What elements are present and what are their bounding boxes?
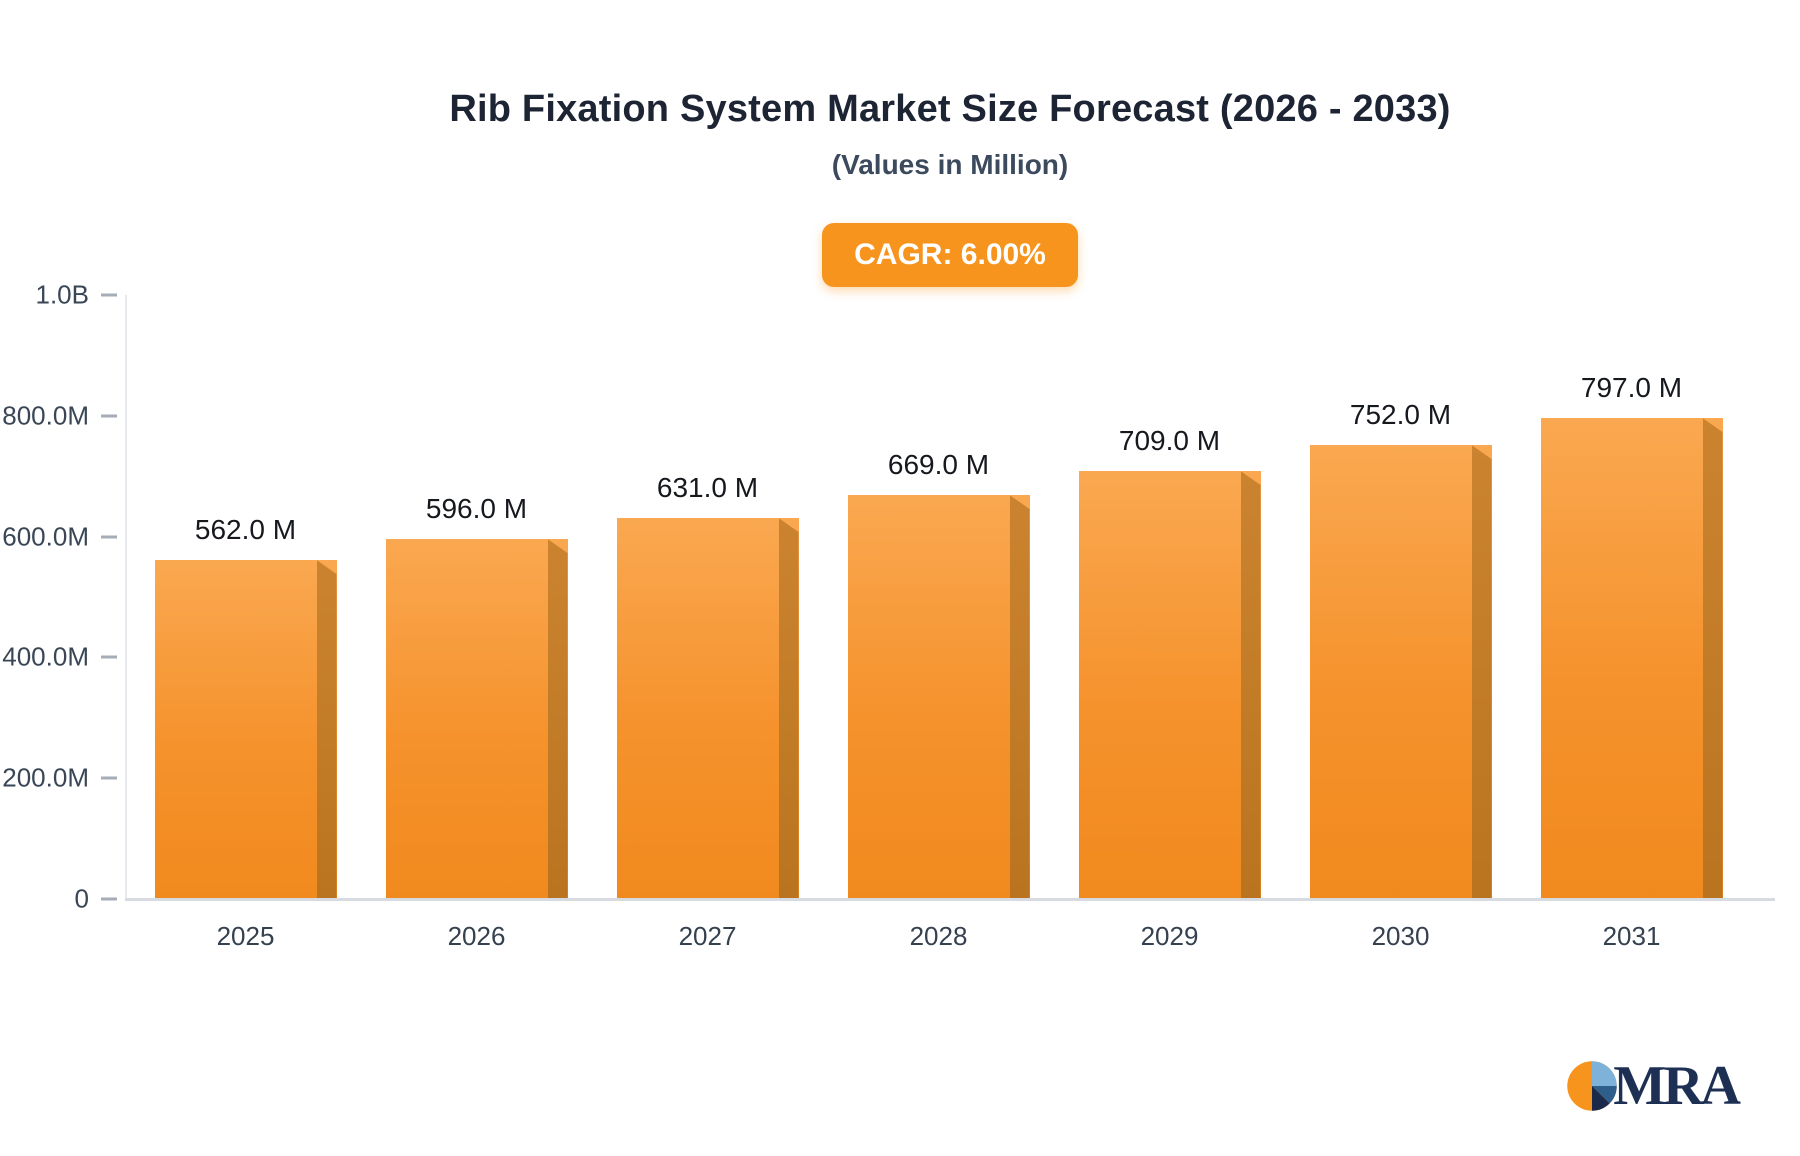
plot-area: 1.0B 800.0M 600.0M 400.0M 200.0M 0 562.0 M 596… — [2, 280, 1775, 951]
x-axis-label-2030: 2030 — [1371, 921, 1430, 951]
y-tick-1.0B: 1.0B — [36, 280, 126, 311]
y-tick-mark — [101, 414, 117, 418]
x-axis-label-2031: 2031 — [1602, 921, 1661, 951]
bar-column-2026: 596.0 M — [361, 295, 592, 899]
y-tick-label: 1.0B — [35, 279, 90, 310]
y-tick-mark — [101, 655, 117, 659]
bar-value-label-2031: 797.0 M — [1580, 372, 1683, 403]
bar-2025[interactable] — [154, 560, 337, 899]
x-axis-label-2029: 2029 — [1140, 921, 1199, 951]
y-axis-line — [125, 295, 127, 899]
x-axis-label-2028: 2028 — [909, 921, 968, 951]
bar-column-2027: 631.0 M — [592, 295, 823, 899]
bar-value-label-2025: 562.0 M — [194, 514, 297, 545]
bar-2027[interactable] — [616, 518, 799, 899]
bar-value-label-2026: 596.0 M — [425, 493, 528, 524]
bar-2029[interactable] — [1078, 471, 1261, 899]
y-tick-800.0M: 800.0M — [2, 400, 125, 431]
y-tick-label: 0 — [74, 883, 89, 914]
y-tick-mark — [101, 535, 117, 539]
y-tick-600.0M: 600.0M — [2, 521, 125, 552]
chart-header: Rib Fixation System Market Size Forecast… — [125, 88, 1775, 287]
mra-logo: MRA — [1565, 1054, 1741, 1118]
chart-title: Rib Fixation System Market Size Forecast… — [449, 88, 1451, 130]
bar-column-2030: 752.0 M — [1285, 295, 1516, 899]
y-tick-mark — [101, 776, 117, 780]
mra-logo-text: MRA — [1613, 1055, 1741, 1117]
x-axis-line — [125, 898, 1775, 901]
bar-2030[interactable] — [1309, 445, 1492, 899]
bar-value-label-2029: 709.0 M — [1118, 425, 1221, 456]
bar-column-2031: 797.0 M — [1516, 295, 1747, 899]
x-axis-label-2026: 2026 — [447, 921, 506, 951]
chart-subtitle: (Values in Million) — [831, 149, 1069, 180]
y-tick-200.0M: 200.0M — [2, 763, 125, 794]
x-axis-label-2025: 2025 — [216, 921, 275, 951]
x-axis: 2025 2026 2027 2028 2029 2030 2031 — [130, 921, 1747, 952]
y-tick-mark — [101, 897, 117, 901]
cagr-badge: CAGR: 6.00% — [822, 223, 1078, 287]
bar-column-2028: 669.0 M — [823, 295, 1054, 899]
bar-2031[interactable] — [1540, 418, 1723, 899]
bar-value-label-2027: 631.0 M — [656, 472, 759, 503]
y-tick-label: 400.0M — [2, 641, 89, 672]
bars-container: 562.0 M 596.0 M 631.0 M 669.0 M 709.0 M 752.0… — [130, 295, 1747, 899]
bar-column-2029: 709.0 M — [1054, 295, 1285, 899]
bar-2026[interactable] — [385, 539, 568, 899]
y-tick-label: 200.0M — [2, 762, 89, 793]
mra-logo-pie-icon — [1567, 1061, 1618, 1111]
y-tick-label: 800.0M — [2, 400, 89, 431]
y-tick-mark — [101, 293, 117, 297]
bar-value-label-2030: 752.0 M — [1349, 399, 1452, 430]
bar-column-2025: 562.0 M — [130, 295, 361, 899]
cagr-badge-wrap: CAGR: 6.00% — [125, 223, 1775, 287]
y-tick-label: 600.0M — [2, 521, 89, 552]
x-axis-label-2027: 2027 — [678, 921, 737, 951]
bar-value-label-2028: 669.0 M — [887, 449, 990, 480]
bar-2028[interactable] — [847, 495, 1030, 899]
y-tick-400.0M: 400.0M — [2, 642, 125, 673]
y-tick-0: 0 — [75, 884, 125, 915]
